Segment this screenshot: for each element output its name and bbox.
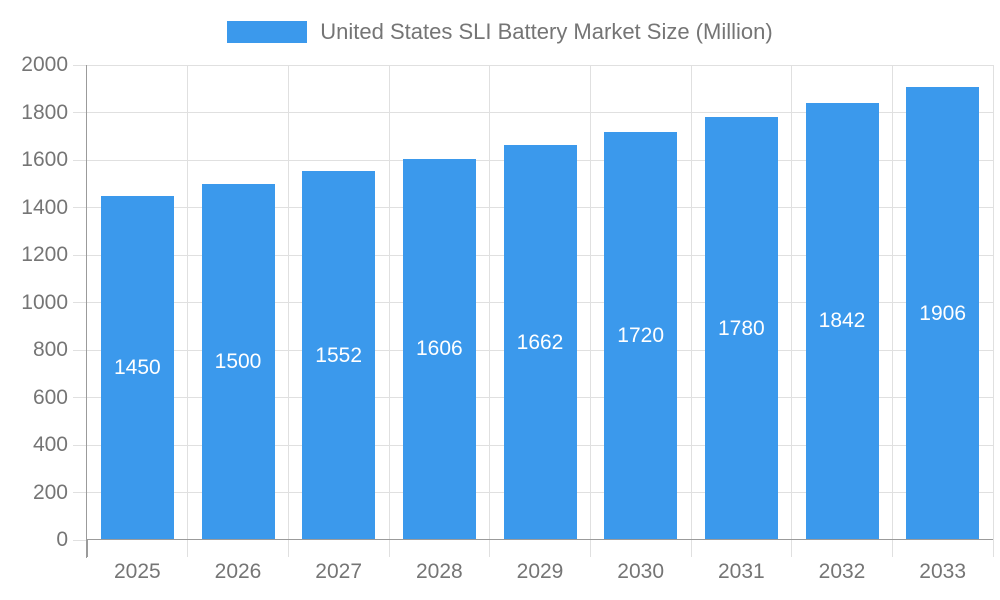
y-axis-label: 1800 [21,100,68,124]
bar-2033[interactable]: 1906 [906,87,980,540]
y-axis-label: 600 [32,385,68,409]
bar-value-label: 1450 [113,355,161,379]
chart-legend[interactable]: United States SLI Battery Market Size (M… [0,19,1000,45]
x-axis-line [87,539,993,540]
x-axis-label: 2033 [919,560,967,583]
y-axis-tick [73,349,87,351]
legend-swatch-icon [227,21,308,43]
gridline-vertical [287,65,289,540]
x-axis-label: 2030 [617,560,665,583]
gridline-vertical [489,65,491,540]
gridline-vertical [187,65,189,540]
bar-value-label: 1906 [919,301,967,325]
bar-value-label: 1662 [516,330,564,354]
bar-value-label: 1842 [818,309,866,333]
gridline-vertical [791,65,793,540]
y-axis-tick [73,492,87,493]
x-axis-tick [388,540,390,557]
x-axis-label: 2025 [113,560,161,583]
x-axis-label: 2032 [818,560,866,583]
bar-value-label: 1720 [617,323,665,347]
gridline-vertical [992,65,994,540]
x-axis-label: 2029 [516,560,564,583]
legend-label: United States SLI Battery Market Size (M… [320,19,773,44]
bar-value-label: 1500 [214,349,262,373]
gridline-horizontal [87,112,993,113]
gridline-vertical [891,65,893,540]
gridline-horizontal [87,64,993,66]
y-axis-label: 2000 [21,53,68,76]
y-axis-label: 400 [32,433,68,456]
y-axis-tick [73,397,87,398]
y-axis-label: 0 [56,528,68,551]
y-axis-label: 800 [32,338,68,361]
y-axis-tick [73,112,87,113]
x-axis-tick [187,540,189,557]
bar-2030[interactable]: 1720 [604,131,678,540]
x-axis-tick [86,540,88,557]
gridline-vertical [589,65,591,540]
x-axis-label: 2031 [717,560,765,583]
gridline-vertical [388,65,390,540]
x-axis-label: 2027 [315,560,363,583]
x-axis-tick [992,540,994,557]
bar-2032[interactable]: 1842 [805,102,879,540]
x-axis-tick [489,540,491,557]
x-axis-tick [287,540,289,557]
bar-2027[interactable]: 1552 [302,171,376,540]
y-axis-line [86,65,87,558]
y-axis-tick [73,254,87,256]
y-axis-label: 1600 [21,148,68,171]
x-axis-tick [791,540,793,557]
y-axis-tick [73,64,87,66]
bar-value-label: 1606 [415,337,463,361]
bar-2029[interactable]: 1662 [503,145,577,540]
bar-value-label: 1780 [717,316,765,340]
y-axis-label: 1400 [21,195,68,219]
y-axis-tick [73,159,87,161]
bar-value-label: 1552 [315,343,363,367]
y-axis-tick [73,539,87,541]
y-axis-tick [73,207,87,208]
bar-2028[interactable]: 1606 [402,158,476,540]
bar-2031[interactable]: 1780 [704,117,778,540]
x-axis-tick [690,540,692,557]
x-axis-tick [589,540,591,557]
y-axis-tick [73,444,87,446]
x-axis-tick [891,540,893,557]
gridline-vertical [690,65,692,540]
y-axis-label: 200 [32,480,68,504]
x-axis-label: 2028 [415,560,463,583]
bar-2025[interactable]: 1450 [100,195,174,540]
y-axis-label: 1000 [21,290,68,314]
x-axis-label: 2026 [214,560,262,583]
bar-2026[interactable]: 1500 [201,183,275,540]
y-axis-tick [73,302,87,303]
y-axis-label: 1200 [21,243,68,266]
